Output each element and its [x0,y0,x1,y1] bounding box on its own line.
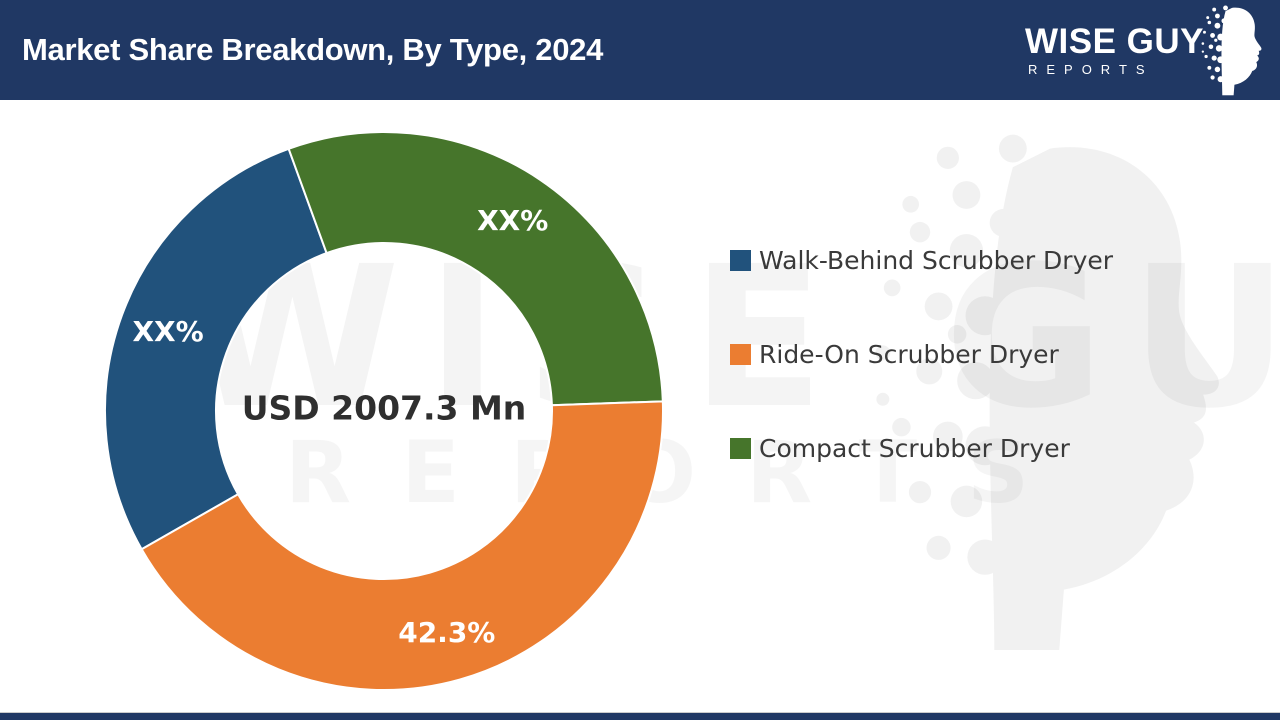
logo-text: WISE GUY REPORTS [1025,24,1204,76]
donut-segment [287,131,664,407]
segment-value-label: 42.3% [398,616,495,649]
donut-segment [140,400,664,691]
footer-bar [0,713,1280,720]
donut-chart: XX% XX% 42.3% [104,131,664,691]
legend-label: Walk-Behind Scrubber Dryer [759,246,1114,275]
legend-swatch-orange [730,344,751,365]
header-bar: Market Share Breakdown, By Type, 2024 WI… [0,0,1280,100]
legend-label: Compact Scrubber Dryer [759,434,1070,463]
legend-item-walk-behind: Walk-Behind Scrubber Dryer [730,246,1113,275]
legend-item-ride-on: Ride-On Scrubber Dryer [730,340,1113,369]
footer-divider [0,712,1280,713]
page-title: Market Share Breakdown, By Type, 2024 [22,32,604,67]
legend-swatch-green [730,438,751,459]
chart-area: WISE GUY REPORTS XX%XX%42.3% USD 2007.3 … [0,100,1280,712]
legend-item-compact: Compact Scrubber Dryer [730,434,1113,463]
donut-center-value: USD 2007.3 Mn [241,388,527,428]
chart-legend: Walk-Behind Scrubber Dryer Ride-On Scrub… [730,246,1113,463]
segment-value-label: XX% [477,204,548,237]
legend-label: Ride-On Scrubber Dryer [759,340,1059,369]
logo-face-icon [1198,4,1266,96]
legend-swatch-blue [730,250,751,271]
segment-value-label: XX% [132,315,203,348]
wise-guy-logo: WISE GUY REPORTS [1025,4,1266,96]
logo-wordmark: WISE GUY [1024,22,1204,61]
donut-segment [104,147,328,551]
logo-subtitle: REPORTS [1027,62,1154,77]
